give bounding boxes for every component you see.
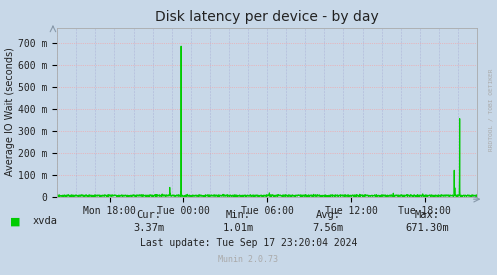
Text: ■: ■ [10,216,20,226]
Text: Cur:: Cur: [137,210,162,219]
Text: 3.37m: 3.37m [134,223,165,233]
Text: Munin 2.0.73: Munin 2.0.73 [219,255,278,264]
Y-axis label: Average IO Wait (seconds): Average IO Wait (seconds) [5,48,15,177]
Text: Max:: Max: [415,210,440,219]
Title: Disk latency per device - by day: Disk latency per device - by day [155,10,379,24]
Text: 1.01m: 1.01m [223,223,254,233]
Text: xvda: xvda [32,216,57,226]
Text: 7.56m: 7.56m [313,223,343,233]
Text: 671.30m: 671.30m [406,223,449,233]
Text: RRDTOOL / TOBI OETIKER: RRDTOOL / TOBI OETIKER [488,69,493,151]
Text: Min:: Min: [226,210,251,219]
Text: Avg:: Avg: [316,210,340,219]
Text: Last update: Tue Sep 17 23:20:04 2024: Last update: Tue Sep 17 23:20:04 2024 [140,238,357,248]
